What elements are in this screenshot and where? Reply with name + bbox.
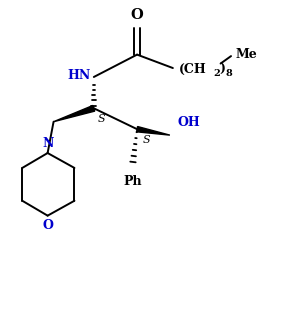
Text: ): ) xyxy=(219,63,225,76)
Text: 2: 2 xyxy=(213,70,220,78)
Text: S: S xyxy=(98,114,105,124)
Text: 8: 8 xyxy=(225,70,232,78)
Polygon shape xyxy=(54,106,95,122)
Text: OH: OH xyxy=(177,116,200,129)
Text: O: O xyxy=(42,219,53,232)
Text: HN: HN xyxy=(68,69,91,82)
Text: Ph: Ph xyxy=(123,175,142,188)
Text: Me: Me xyxy=(235,48,257,61)
Text: O: O xyxy=(131,8,144,22)
Text: S: S xyxy=(142,135,150,145)
Polygon shape xyxy=(137,127,170,135)
Text: (CH: (CH xyxy=(179,63,206,76)
Text: N: N xyxy=(42,137,53,150)
